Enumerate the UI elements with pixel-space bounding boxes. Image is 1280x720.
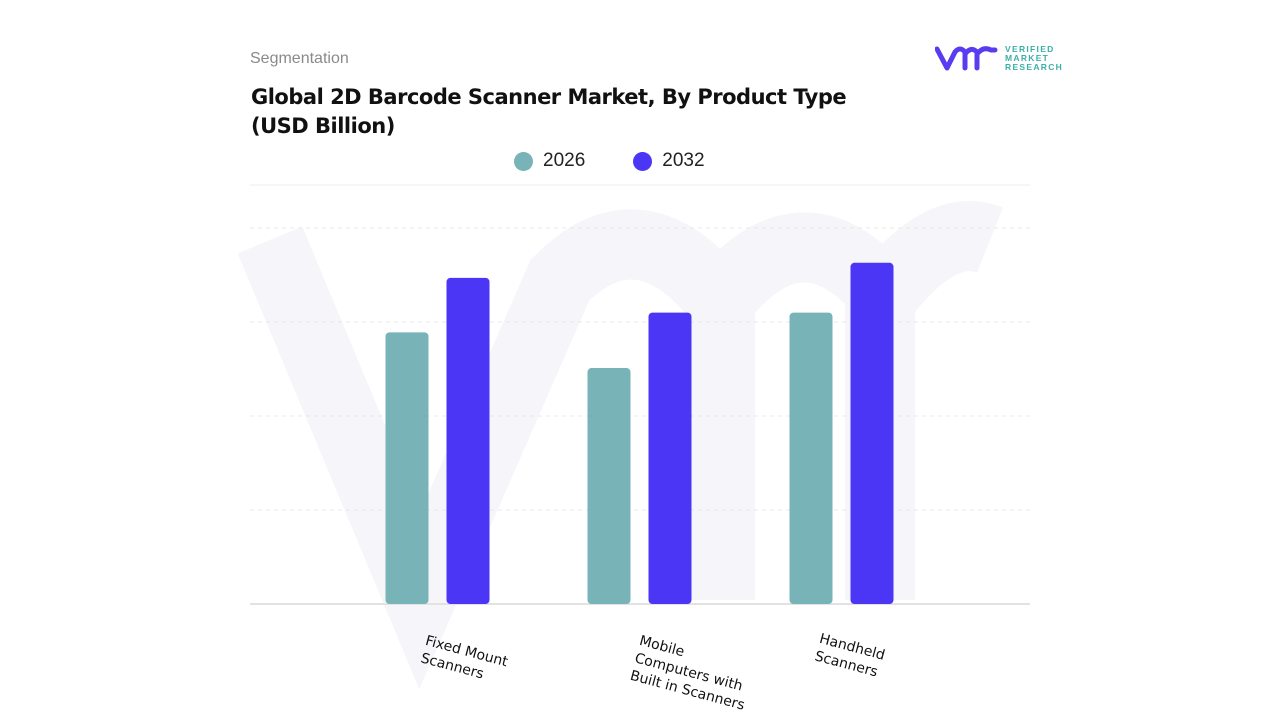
- vmr-logo: VERIFIED MARKET RESEARCH: [935, 44, 1063, 72]
- legend-item-2032[interactable]: 2032: [633, 150, 705, 172]
- legend-item-2026[interactable]: 2026: [514, 150, 585, 172]
- bar-2026-0[interactable]: [385, 332, 429, 604]
- vmr-logo-mark-icon: [935, 46, 998, 71]
- bar-2032-0[interactable]: [446, 277, 490, 604]
- legend-label: 2026: [543, 150, 586, 171]
- legend: 2026 2032: [514, 150, 705, 172]
- bar-2026-2[interactable]: [789, 312, 833, 604]
- bar-2026-1[interactable]: [587, 368, 631, 604]
- legend-dot-icon: [514, 151, 533, 171]
- legend-dot-icon: [633, 151, 653, 171]
- chart-title: Global 2D Barcode Scanner Market, By Pro…: [251, 85, 847, 138]
- logo-line: MARKET: [1005, 52, 1050, 63]
- logo-line: VERIFIED: [1005, 43, 1055, 54]
- bar-2032-2[interactable]: [850, 262, 894, 604]
- legend-label: 2032: [662, 150, 705, 171]
- segment-label: Segmentation: [250, 50, 349, 67]
- bar-2032-1[interactable]: [648, 312, 692, 604]
- logo-line: RESEARCH: [1005, 61, 1064, 72]
